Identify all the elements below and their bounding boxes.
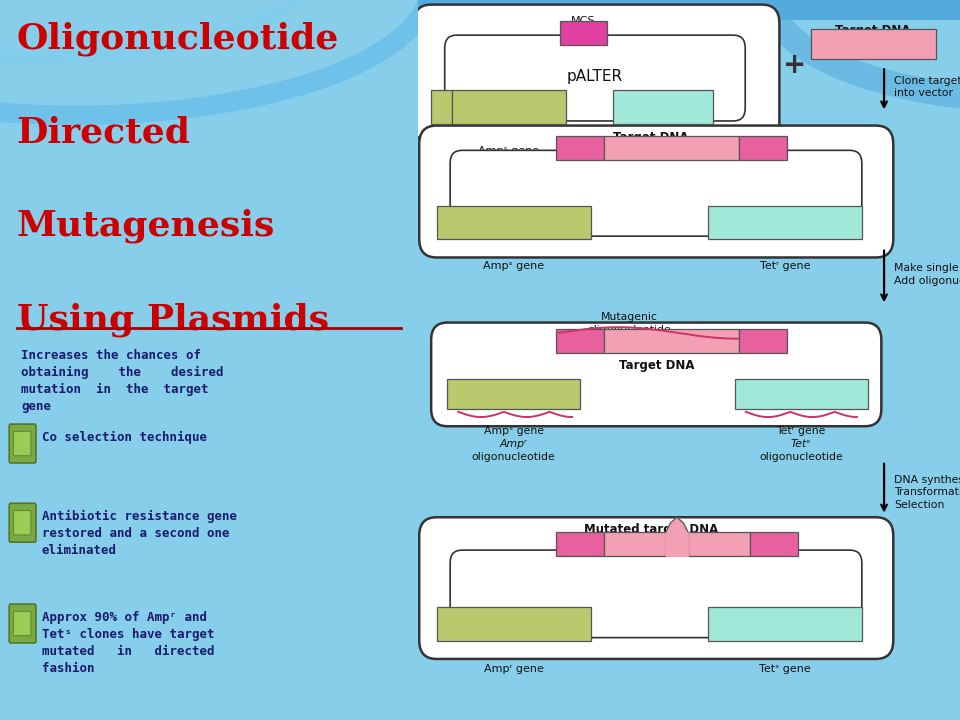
Text: MCS: MCS [571, 16, 596, 26]
Text: Selection: Selection [894, 500, 945, 510]
Text: Target DNA: Target DNA [835, 24, 911, 37]
Bar [452, 91, 565, 124]
Bar [556, 531, 604, 556]
Text: Ampˢ gene: Ampˢ gene [483, 261, 544, 271]
Text: into vector: into vector [894, 89, 953, 99]
Text: Make single stranded: Make single stranded [894, 263, 960, 273]
Text: Directed: Directed [16, 115, 191, 149]
Bar [739, 136, 787, 160]
Bar [418, 0, 960, 20]
Text: Tetˢ: Tetˢ [791, 439, 811, 449]
Bar [604, 330, 739, 353]
Text: oligonucleotide: oligonucleotide [759, 451, 843, 462]
FancyBboxPatch shape [420, 125, 894, 258]
Text: pALTER: pALTER [567, 68, 623, 84]
FancyBboxPatch shape [431, 323, 881, 426]
Text: Mutagenesis: Mutagenesis [16, 209, 276, 243]
Text: Antibiotic resistance gene
restored and a second one
eliminated: Antibiotic resistance gene restored and … [42, 510, 237, 557]
FancyBboxPatch shape [414, 4, 780, 143]
Text: Tetʳ gene: Tetʳ gene [777, 426, 826, 436]
Bar [560, 21, 608, 45]
Text: Approx 90% of Ampʳ and
Tetˢ clones have target
mutated   in   directed
fashion: Approx 90% of Ampʳ and Tetˢ clones have … [42, 611, 214, 675]
FancyBboxPatch shape [10, 503, 36, 542]
Text: DNA synthesis: DNA synthesis [894, 474, 960, 485]
Text: +: + [783, 50, 806, 78]
FancyBboxPatch shape [450, 150, 862, 236]
Text: Transformation: Transformation [894, 487, 960, 498]
Bar [687, 531, 750, 556]
Bar [437, 206, 591, 239]
Bar [447, 379, 580, 409]
Text: Ampˢ gene: Ampˢ gene [478, 145, 540, 156]
Bar [604, 531, 666, 556]
FancyBboxPatch shape [13, 510, 31, 535]
Text: Target DNA: Target DNA [618, 359, 694, 372]
Text: oligonucleotide: oligonucleotide [588, 325, 671, 336]
FancyBboxPatch shape [13, 431, 31, 456]
FancyBboxPatch shape [444, 35, 745, 121]
Bar [556, 330, 604, 353]
Text: Ampˢ gene: Ampˢ gene [484, 426, 543, 436]
Text: Tetˢ gene: Tetˢ gene [759, 664, 810, 673]
Text: Using Plasmids: Using Plasmids [16, 302, 329, 337]
Text: Add oligonucleotides: Add oligonucleotides [894, 276, 960, 286]
Text: Increases the chances of
obtaining    the    desired
mutation  in  the  target
g: Increases the chances of obtaining the d… [21, 349, 224, 413]
Bar [431, 91, 452, 124]
Text: Oligonucleotide: Oligonucleotide [16, 22, 339, 56]
FancyBboxPatch shape [13, 611, 31, 636]
Bar [437, 607, 591, 641]
FancyBboxPatch shape [10, 604, 36, 643]
Text: Mutagenic: Mutagenic [601, 312, 658, 322]
Text: Co selection technique: Co selection technique [42, 431, 206, 444]
Text: Tetʳ gene: Tetʳ gene [759, 261, 810, 271]
Bar [604, 136, 739, 160]
Text: Tetʳ gene: Tetʳ gene [637, 145, 688, 156]
FancyBboxPatch shape [450, 550, 862, 638]
Bar [739, 330, 787, 353]
Bar [612, 91, 713, 124]
Bar [750, 531, 798, 556]
Bar [708, 607, 862, 641]
Bar [811, 29, 936, 59]
Bar [708, 206, 862, 239]
Text: Target DNA: Target DNA [613, 131, 688, 144]
FancyBboxPatch shape [420, 517, 894, 659]
Bar [556, 136, 604, 160]
Text: oligonucleotide: oligonucleotide [471, 451, 556, 462]
Text: Mutated target DNA: Mutated target DNA [584, 523, 718, 536]
Text: Ampʳ: Ampʳ [499, 439, 528, 449]
FancyBboxPatch shape [10, 424, 36, 463]
Bar [735, 379, 868, 409]
Text: Ampʳ gene: Ampʳ gene [484, 664, 543, 673]
Text: Clone target DNA: Clone target DNA [894, 76, 960, 86]
